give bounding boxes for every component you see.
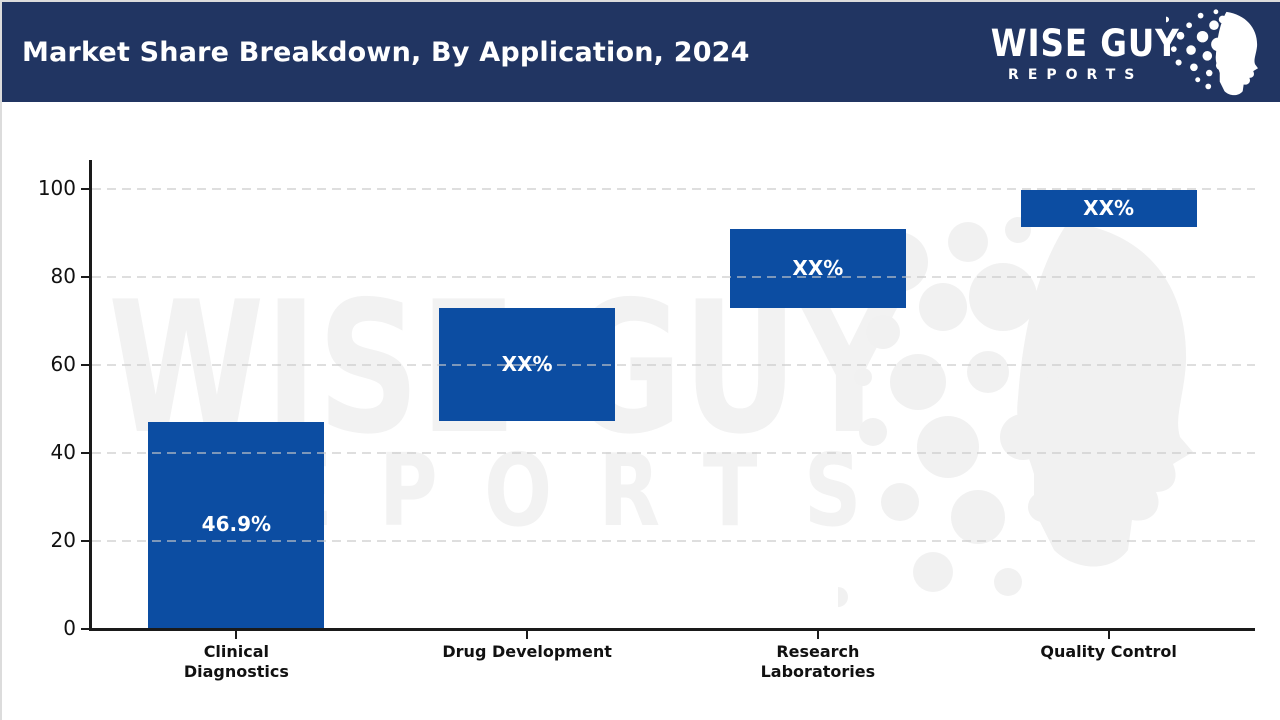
y-tick-label-100: 100 [37, 176, 76, 200]
x-tick-research-laboratories [816, 631, 819, 639]
y-tick-0 [81, 627, 90, 630]
bar-clinical-diagnostics [148, 422, 325, 629]
y-tick-20 [81, 539, 90, 542]
y-tick-100 [81, 188, 90, 190]
y-tick-40 [81, 451, 90, 454]
gridline-60 [92, 363, 1255, 366]
x-axis-line [89, 628, 1255, 631]
bar-research-laboratories [729, 228, 906, 309]
gridline-80 [92, 275, 1255, 278]
y-tick-label-40: 40 [50, 439, 76, 464]
gridline-40 [92, 451, 1255, 454]
wise-guy-logo: WISE GUY REPORTS [965, 2, 1268, 102]
category-label-clinical-diagnostics: Clinical Diagnostics [183, 642, 289, 681]
y-tick-label-20: 20 [50, 527, 76, 552]
logo-text: WISE GUY REPORTS [965, 22, 1180, 83]
x-tick-drug-development [526, 631, 529, 639]
y-tick-80 [81, 275, 90, 278]
bar-value-label-quality-control: XX% [1083, 195, 1135, 220]
bar-quality-control [1020, 189, 1197, 228]
category-label-drug-development: Drug Development [442, 642, 612, 661]
bar-value-label-drug-development: XX% [501, 351, 553, 376]
category-label-research-laboratories: Research Laboratories [760, 642, 876, 681]
y-tick-60 [81, 363, 90, 366]
x-tick-quality-control [1107, 631, 1110, 639]
category-label-quality-control: Quality Control [1040, 642, 1177, 661]
logo-subtitle: REPORTS [1008, 66, 1144, 83]
page-title: Market Share Breakdown, By Application, … [22, 36, 750, 68]
y-axis-line [89, 160, 92, 631]
logo-wordmark: WISE GUY [991, 21, 1180, 65]
market-share-chart: WISE GUY REPORTS 0 20 40 60 80 100 46.9% Clinic… [2, 102, 1280, 720]
logo-face-icon [1166, 9, 1258, 96]
bar-value-label-clinical-diagnostics: 46.9% [201, 512, 272, 537]
header-bar: Market Share Breakdown, By Application, … [2, 2, 1280, 102]
y-tick-label-0: 0 [63, 615, 76, 640]
x-tick-clinical-diagnostics [235, 631, 238, 639]
gridline-100 [92, 188, 1255, 190]
watermark-face-icon [838, 217, 1193, 607]
gridline-20 [92, 539, 1255, 542]
y-tick-label-60: 60 [50, 351, 76, 376]
bar-value-label-research-laboratories: XX% [792, 255, 844, 280]
y-tick-label-80: 80 [50, 263, 76, 288]
